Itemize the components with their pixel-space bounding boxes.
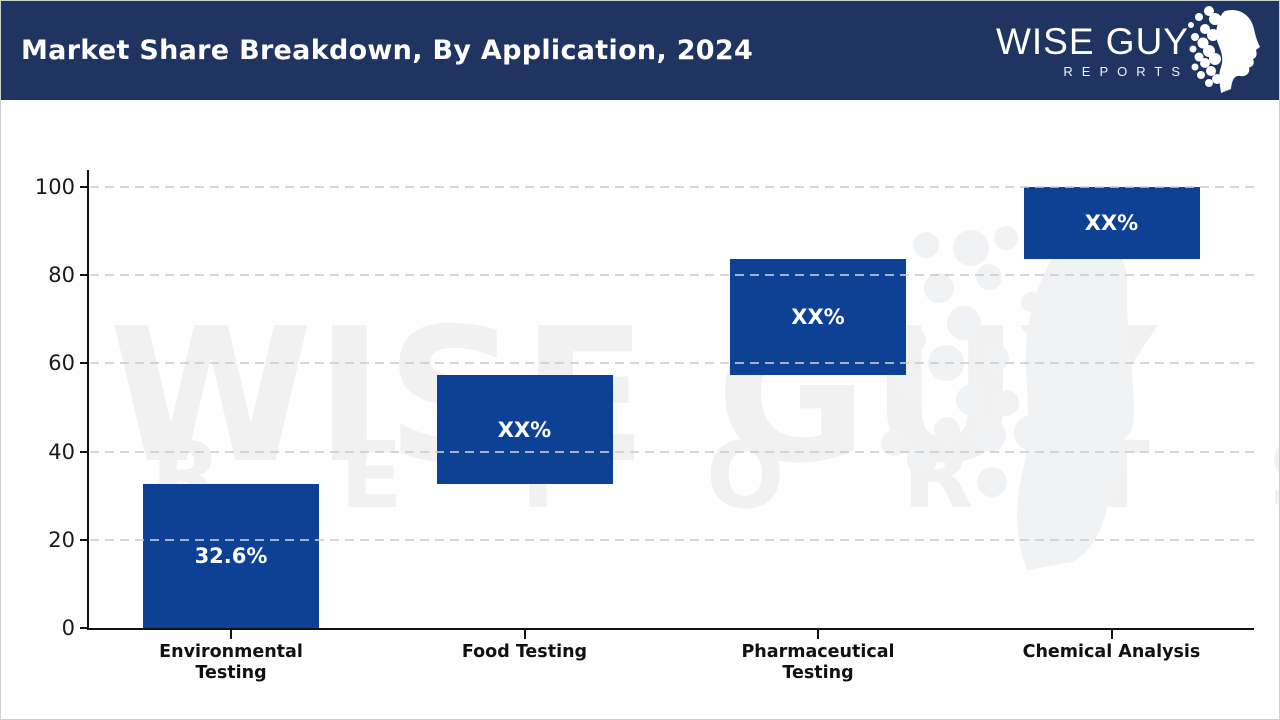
chart-title: Market Share Breakdown, By Application, …: [21, 35, 754, 66]
gridline: [90, 362, 1254, 365]
x-category-label: Chemical Analysis: [1022, 642, 1201, 662]
x-tick-mark: [230, 630, 232, 639]
x-tick-mark: [523, 630, 526, 639]
x-tick-mark: [1110, 630, 1113, 639]
gridline: [90, 538, 1254, 541]
logo-subtext: REPORTS: [1063, 64, 1189, 79]
y-tick-mark: [80, 627, 88, 629]
wiseguy-logo: WISE GUY REPORTS: [996, 5, 1265, 97]
logo-head-icon: [1188, 5, 1260, 93]
y-tick-label: 80: [48, 263, 75, 288]
watermark-head-icon: [881, 226, 1134, 570]
logo-wordmark: WISE GUY: [995, 21, 1189, 62]
x-category-label: Pharmaceutical Testing: [741, 642, 895, 683]
logo-text: WISE GUY REPORTS: [996, 23, 1189, 78]
y-tick-label: 20: [48, 527, 75, 552]
bar-1: 32.6%: [143, 484, 319, 628]
plot-area: WISE GUY REPORTS 02040608010032.6%XX%XX%…: [1, 100, 1279, 719]
header-bar: Market Share Breakdown, By Application, …: [1, 1, 1279, 100]
y-tick-mark: [80, 186, 88, 188]
gridline: [90, 274, 1254, 277]
y-tick-label: 60: [48, 351, 75, 376]
x-category-label: Food Testing: [461, 642, 588, 662]
y-tick-label: 0: [61, 616, 75, 640]
bar-2: XX%: [436, 375, 613, 485]
x-category-label: Environmental Testing: [159, 642, 303, 683]
y-tick-label: 40: [48, 439, 75, 464]
y-tick-mark: [80, 538, 88, 541]
y-tick-mark: [80, 274, 88, 277]
y-axis-line: [87, 170, 89, 630]
x-axis-line: [87, 628, 1254, 630]
y-tick-mark: [80, 362, 88, 365]
bar-value-label: 32.6%: [194, 544, 268, 569]
bar-3: XX%: [730, 259, 906, 376]
gridline: [90, 186, 1254, 188]
y-tick-label: 100: [34, 175, 75, 199]
bar-value-label: XX%: [791, 305, 845, 330]
bar-value-label: XX%: [497, 417, 552, 442]
bar-4: XX%: [1023, 187, 1200, 260]
gridline: [90, 450, 1254, 453]
y-tick-mark: [80, 450, 88, 453]
x-tick-mark: [817, 630, 819, 639]
bar-value-label: XX%: [1084, 211, 1139, 236]
